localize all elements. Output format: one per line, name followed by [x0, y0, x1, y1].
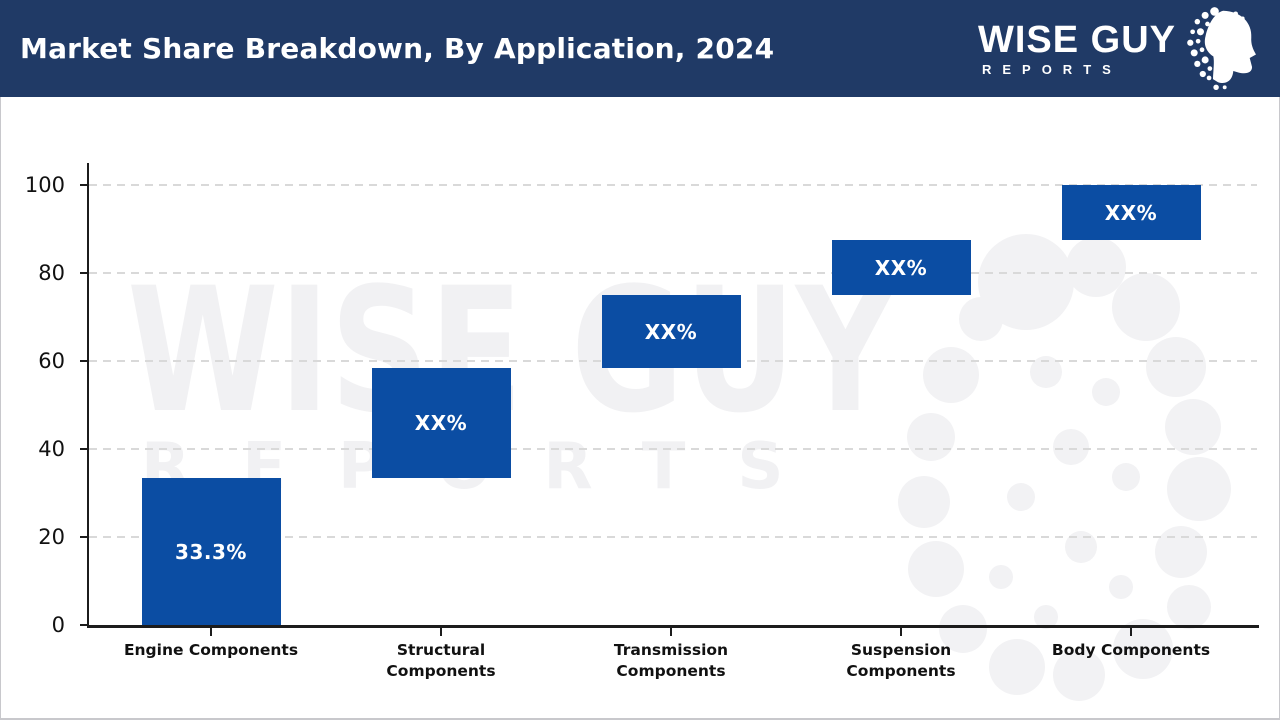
y-tick [80, 536, 89, 538]
bar-engine-components: 33.3% [141, 478, 281, 625]
category-label: Transmission Components [613, 641, 729, 680]
face-profile-dots-icon [1187, 6, 1256, 90]
bar-transmission-components: XX% [601, 295, 741, 369]
y-tick-label: 60 [38, 349, 65, 373]
y-tick-label: 100 [24, 173, 65, 197]
y-tick-label: 20 [38, 525, 65, 549]
x-axis-line [87, 625, 1259, 628]
y-tick [80, 184, 89, 186]
bar-value-label: XX% [1104, 200, 1158, 225]
brand-logo: WISE GUY REPORTS [978, 6, 1262, 92]
x-tick [440, 627, 442, 636]
category-label: Body Components [1051, 641, 1211, 659]
header-bar: Market Share Breakdown, By Application, … [0, 0, 1280, 97]
category-label: Engine Components [123, 641, 299, 659]
y-tick [80, 360, 89, 362]
x-tick [670, 627, 672, 636]
gridline [89, 184, 1257, 186]
y-tick [80, 624, 89, 626]
bar-structural-components: XX% [371, 368, 511, 479]
y-tick-label: 0 [51, 613, 65, 637]
chart-canvas: WISE GUY REPORTS 02040608010033.3%Engine… [0, 97, 1280, 720]
x-tick [1130, 627, 1132, 636]
bar-value-label: XX% [414, 411, 468, 436]
y-axis-line [87, 163, 89, 627]
y-tick [80, 272, 89, 274]
y-tick [80, 448, 89, 450]
page-title: Market Share Breakdown, By Application, … [20, 32, 775, 65]
bar-suspension-components: XX% [831, 240, 971, 295]
x-tick [900, 627, 902, 636]
y-tick-label: 80 [38, 261, 65, 285]
brand-logo-text: WISE GUY REPORTS [978, 21, 1176, 77]
gridline [89, 536, 1257, 538]
watermark-face-dots-icon [898, 234, 1231, 701]
brand-subname: REPORTS [981, 61, 1122, 77]
bar-value-label: 33.3% [175, 539, 247, 564]
bar-body-components: XX% [1061, 185, 1201, 240]
bar-value-label: XX% [874, 255, 928, 280]
x-tick [210, 627, 212, 636]
gridline [89, 448, 1257, 450]
category-label: Structural Components [386, 641, 496, 680]
watermark-text-line1: WISE GUY [127, 250, 896, 451]
bar-value-label: XX% [644, 319, 698, 344]
gridline [89, 272, 1257, 274]
category-label: Suspension Components [846, 641, 956, 680]
y-tick-label: 40 [38, 437, 65, 461]
brand-name: WISE GUY [977, 18, 1176, 61]
